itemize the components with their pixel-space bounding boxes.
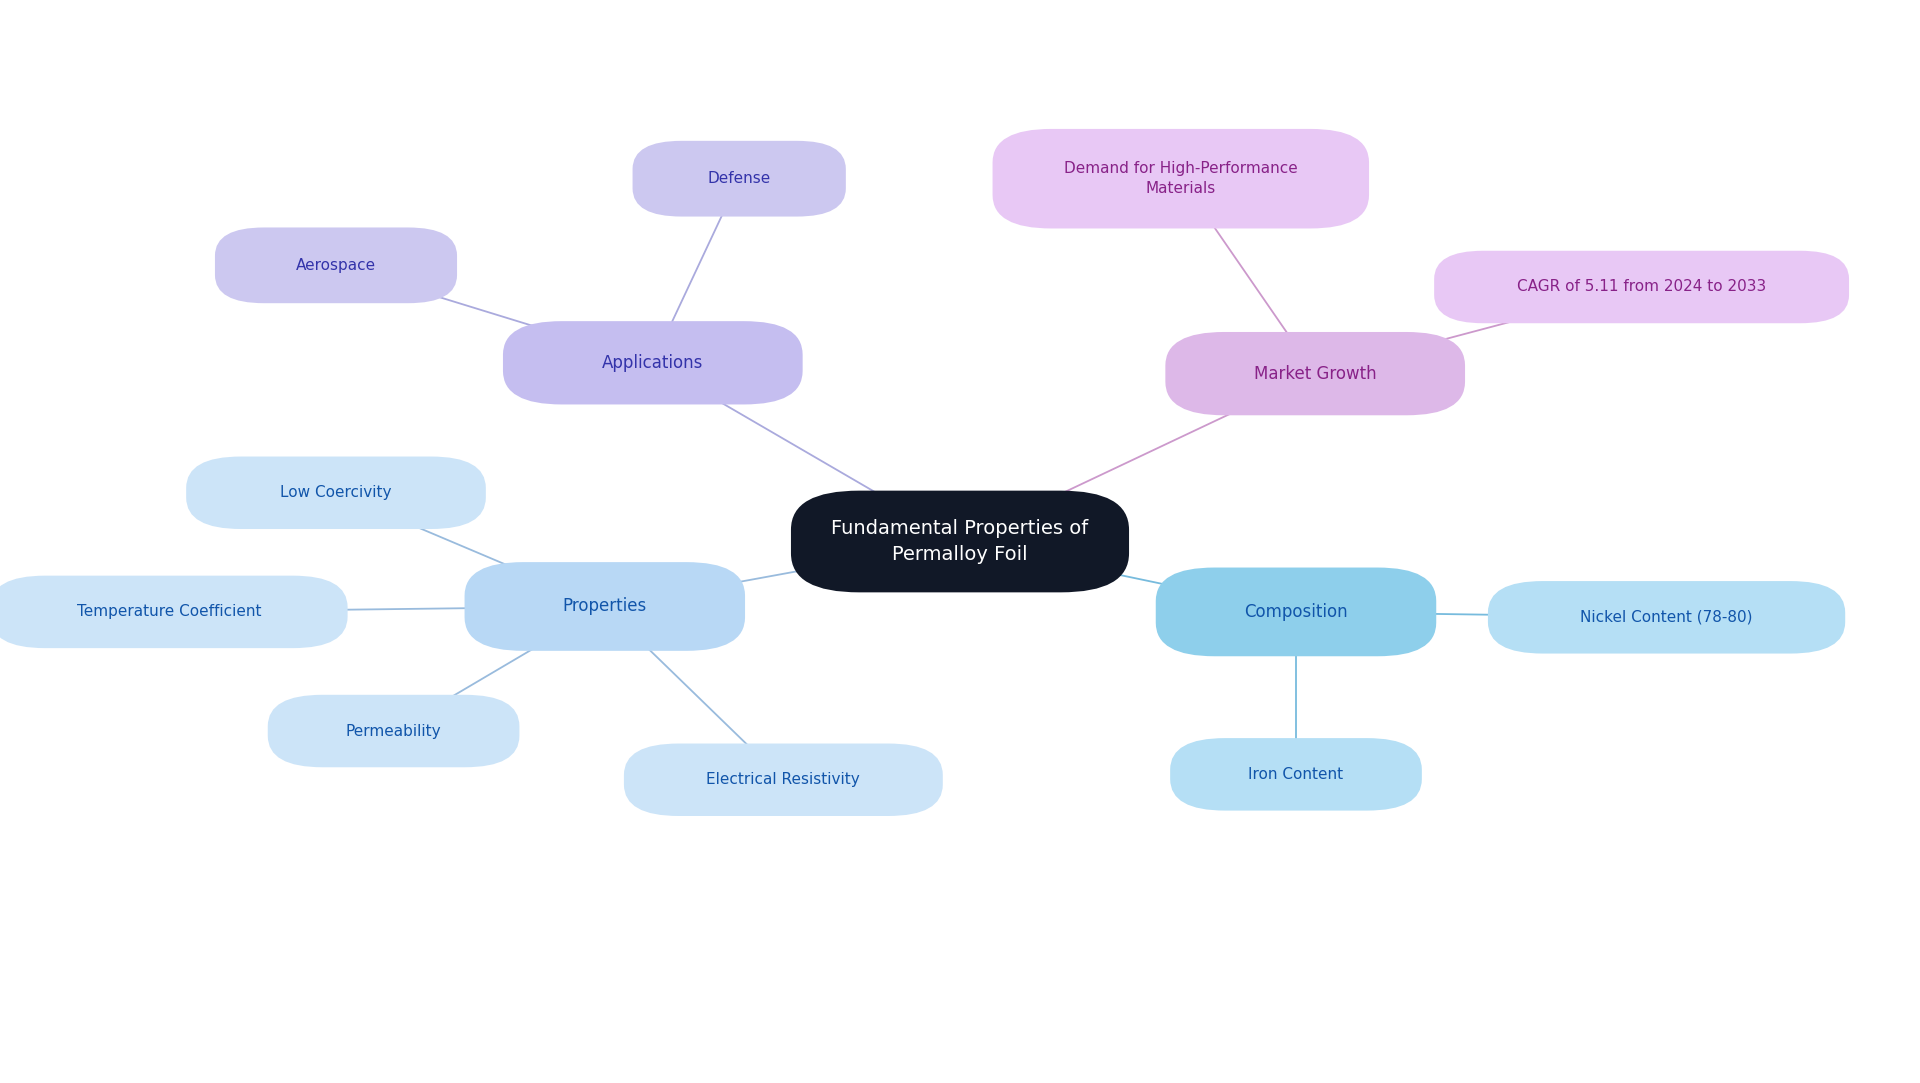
Text: Permeability: Permeability: [346, 723, 442, 739]
FancyBboxPatch shape: [791, 492, 1127, 591]
Text: Defense: Defense: [708, 171, 770, 186]
FancyBboxPatch shape: [624, 745, 941, 814]
Text: Iron Content: Iron Content: [1248, 767, 1344, 782]
FancyBboxPatch shape: [1171, 740, 1421, 810]
Text: Electrical Resistivity: Electrical Resistivity: [707, 772, 860, 787]
FancyBboxPatch shape: [0, 577, 346, 648]
Text: Properties: Properties: [563, 598, 647, 615]
FancyBboxPatch shape: [186, 457, 484, 529]
FancyBboxPatch shape: [465, 563, 743, 650]
Text: Nickel Content (78-80): Nickel Content (78-80): [1580, 610, 1753, 625]
FancyBboxPatch shape: [269, 696, 518, 767]
FancyBboxPatch shape: [215, 229, 457, 302]
FancyBboxPatch shape: [634, 142, 845, 216]
Text: Low Coercivity: Low Coercivity: [280, 485, 392, 500]
FancyBboxPatch shape: [1167, 334, 1465, 414]
Text: Applications: Applications: [603, 354, 703, 371]
Text: Market Growth: Market Growth: [1254, 365, 1377, 382]
Text: Composition: Composition: [1244, 603, 1348, 621]
FancyBboxPatch shape: [1156, 569, 1436, 655]
Text: Aerospace: Aerospace: [296, 258, 376, 273]
FancyBboxPatch shape: [1434, 251, 1847, 323]
FancyBboxPatch shape: [995, 130, 1367, 227]
FancyBboxPatch shape: [503, 323, 801, 403]
Text: Temperature Coefficient: Temperature Coefficient: [77, 604, 261, 619]
FancyBboxPatch shape: [1490, 583, 1843, 652]
Text: Fundamental Properties of
Permalloy Foil: Fundamental Properties of Permalloy Foil: [831, 520, 1089, 563]
Text: Demand for High-Performance
Materials: Demand for High-Performance Materials: [1064, 161, 1298, 196]
Text: CAGR of 5.11 from 2024 to 2033: CAGR of 5.11 from 2024 to 2033: [1517, 279, 1766, 295]
